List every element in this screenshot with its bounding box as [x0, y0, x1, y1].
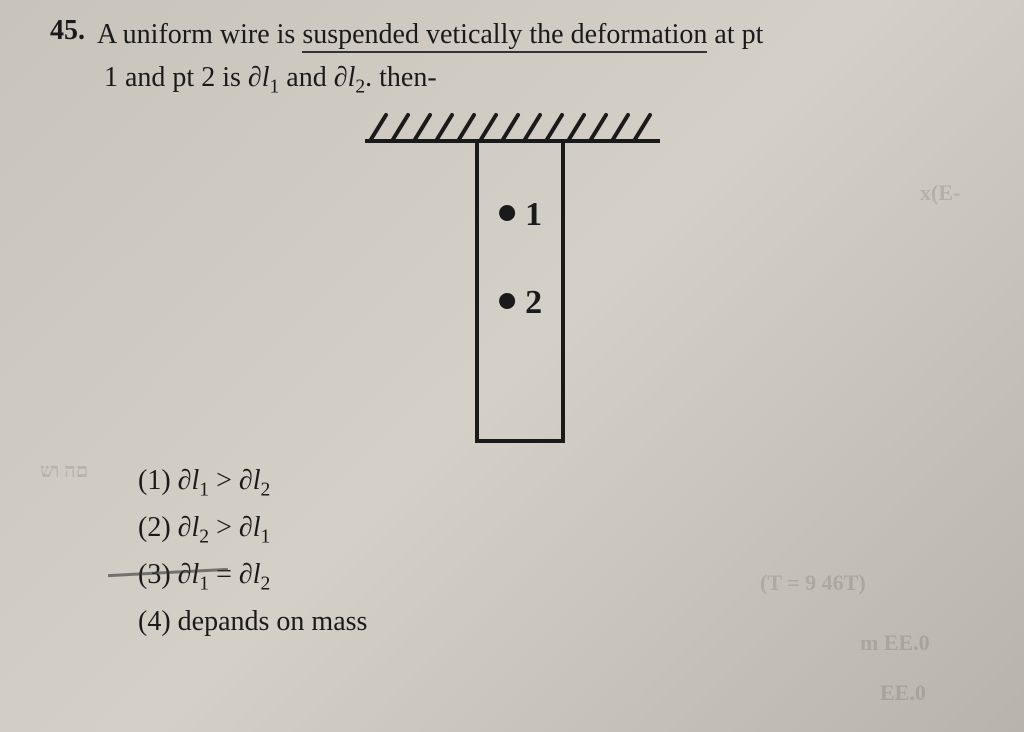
question-row: 45. A uniform wire is suspended veticall… — [50, 15, 984, 54]
option-1: (1) ∂l1 > ∂l2 — [138, 459, 984, 506]
point-1-dot — [499, 205, 515, 221]
page-content: 45. A uniform wire is suspended veticall… — [0, 0, 1024, 663]
options-list: (1) ∂l1 > ∂l2 (2) ∂l2 > ∂l1 (3) ∂l1 = ∂l… — [138, 459, 984, 643]
diagram-area: 1 2 — [50, 109, 984, 449]
point-2-label: 2 — [525, 284, 542, 321]
question-line1: A uniform wire is suspended vetically th… — [97, 15, 763, 54]
wire-diagram: 1 2 — [360, 109, 660, 454]
option-1-num: (1) — [138, 465, 171, 496]
option-3: (3) ∂l1 = ∂l2 — [138, 553, 984, 600]
wire-rect — [477, 141, 563, 441]
q-l1: l — [262, 62, 270, 93]
option-2: (2) ∂l2 > ∂l1 — [138, 506, 984, 553]
q-sub2: 2 — [355, 77, 365, 98]
option-3-text: ∂l1 = ∂l2 — [178, 559, 271, 590]
q-line2-mid: and ∂ — [279, 62, 347, 93]
q-line1-underlined: suspended vetically the deformation — [302, 19, 707, 53]
option-4-text: depands on mass — [178, 606, 368, 637]
question-line2: 1 and pt 2 is ∂l1 and ∂l2. then- — [104, 62, 984, 99]
point-2-dot — [499, 293, 515, 309]
option-2-num: (2) — [138, 512, 171, 543]
option-4: (4) depands on mass — [138, 600, 984, 643]
ceiling-hatch — [370, 115, 650, 141]
q-line1-pre: A uniform wire is — [97, 19, 302, 50]
option-2-text: ∂l2 > ∂l1 — [178, 512, 271, 543]
question-number: 45. — [50, 15, 85, 54]
point-1-label: 1 — [525, 196, 542, 233]
q-line2-a: 1 and pt 2 is ∂ — [104, 62, 262, 93]
option-1-text: ∂l1 > ∂l2 — [178, 465, 271, 496]
diagram-svg: 1 2 — [360, 109, 660, 449]
option-4-num: (4) — [138, 606, 171, 637]
q-line2-post: . then- — [365, 62, 437, 93]
q-sub1: 1 — [270, 77, 280, 98]
q-line1-post: at pt — [707, 19, 763, 50]
noise-text-2: EE.0 — [880, 680, 926, 706]
